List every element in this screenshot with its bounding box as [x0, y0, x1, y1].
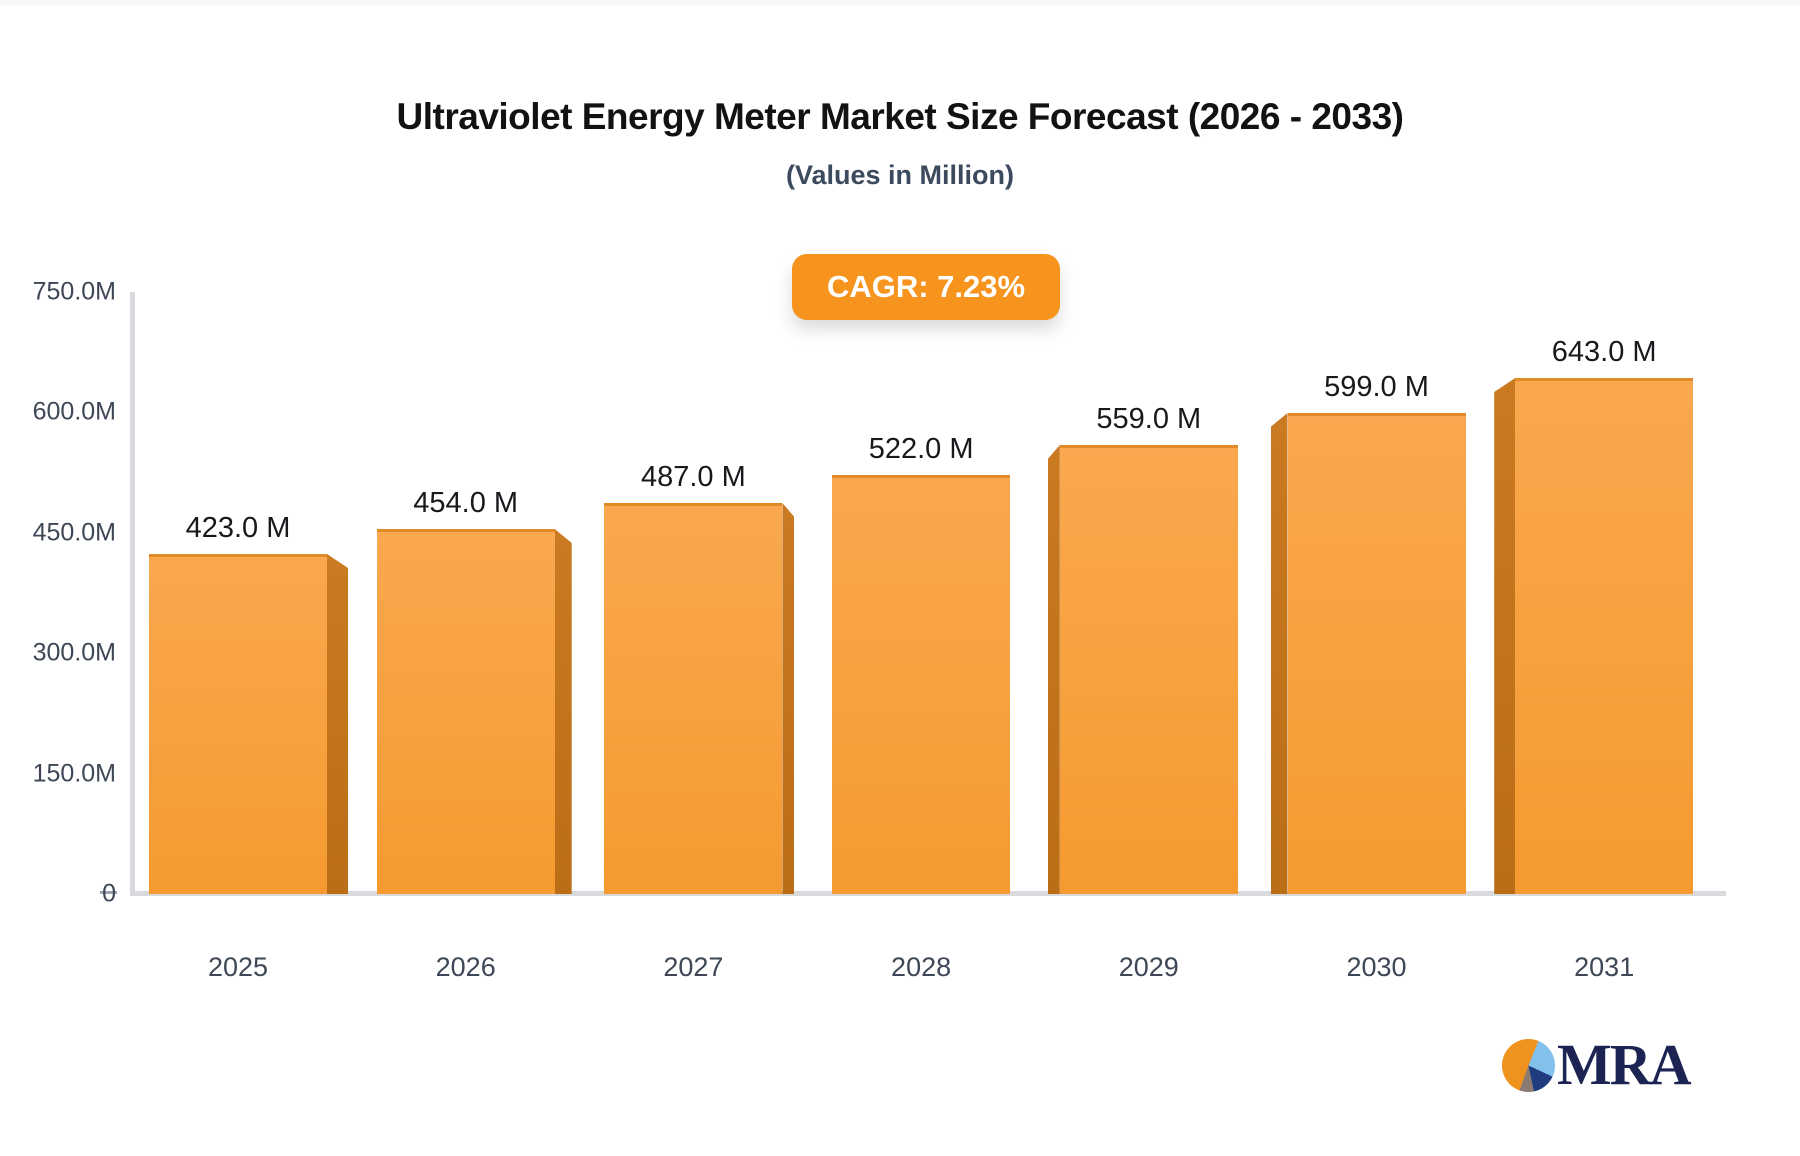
- bar-2030[interactable]: [1287, 413, 1466, 894]
- brand-logo: MRA: [1502, 1032, 1692, 1097]
- bar-value-label: 559.0 M: [1096, 403, 1202, 435]
- x-axis-category-label: 2030: [1346, 952, 1407, 982]
- x-axis-category-label: 2025: [207, 952, 269, 982]
- y-axis-tick-label: 600.0M: [32, 397, 116, 426]
- bar-value-label: 423.0 M: [185, 512, 291, 544]
- bar-2025-side: [327, 554, 348, 894]
- chart-subtitle: (Values in Million): [785, 160, 1015, 190]
- chart-title: Ultraviolet Energy Meter Market Size For…: [396, 96, 1404, 137]
- y-axis-tick-label: 0: [102, 879, 116, 908]
- x-axis-category-label: 2028: [891, 952, 952, 982]
- x-axis-category-label: 2026: [435, 952, 496, 982]
- bar-2028[interactable]: [832, 475, 1011, 894]
- y-axis-tick-label: 450.0M: [32, 518, 116, 547]
- bar-value-label: 454.0 M: [413, 487, 519, 519]
- page-edge-strip: [0, 0, 1800, 5]
- bar-2026-side: [554, 529, 572, 894]
- bar-value-label: 522.0 M: [868, 433, 974, 465]
- bar-2031[interactable]: [1515, 378, 1694, 894]
- x-axis-category-label: 2031: [1574, 952, 1635, 982]
- cagr-badge: CAGR: 7.23%: [792, 254, 1060, 320]
- y-axis-tick-label: 750.0M: [32, 277, 116, 306]
- x-axis-category-label: 2027: [663, 952, 724, 982]
- bar-2029-side: [1047, 445, 1060, 894]
- y-axis-line: [130, 292, 135, 896]
- bar-value-label: 599.0 M: [1324, 371, 1429, 403]
- pie-chart-logo-icon: [1502, 1038, 1555, 1092]
- bar-2027-side: [782, 503, 795, 894]
- bar-2026[interactable]: [376, 529, 555, 894]
- bar-value-label: 643.0 M: [1551, 336, 1657, 368]
- bar-2029[interactable]: [1059, 445, 1238, 894]
- bar-2027[interactable]: [604, 503, 783, 894]
- x-axis-category-label: 2029: [1118, 952, 1179, 982]
- zero-tick-dash: [100, 891, 117, 894]
- bar-2025[interactable]: [149, 554, 327, 894]
- bar-value-label: 487.0 M: [640, 461, 746, 493]
- bar-2030-side: [1270, 413, 1288, 894]
- y-axis-tick-label: 300.0M: [32, 638, 116, 667]
- brand-logo-text: MRA: [1557, 1032, 1692, 1097]
- bar-2031-side: [1494, 378, 1516, 894]
- y-axis-tick-label: 150.0M: [32, 759, 116, 788]
